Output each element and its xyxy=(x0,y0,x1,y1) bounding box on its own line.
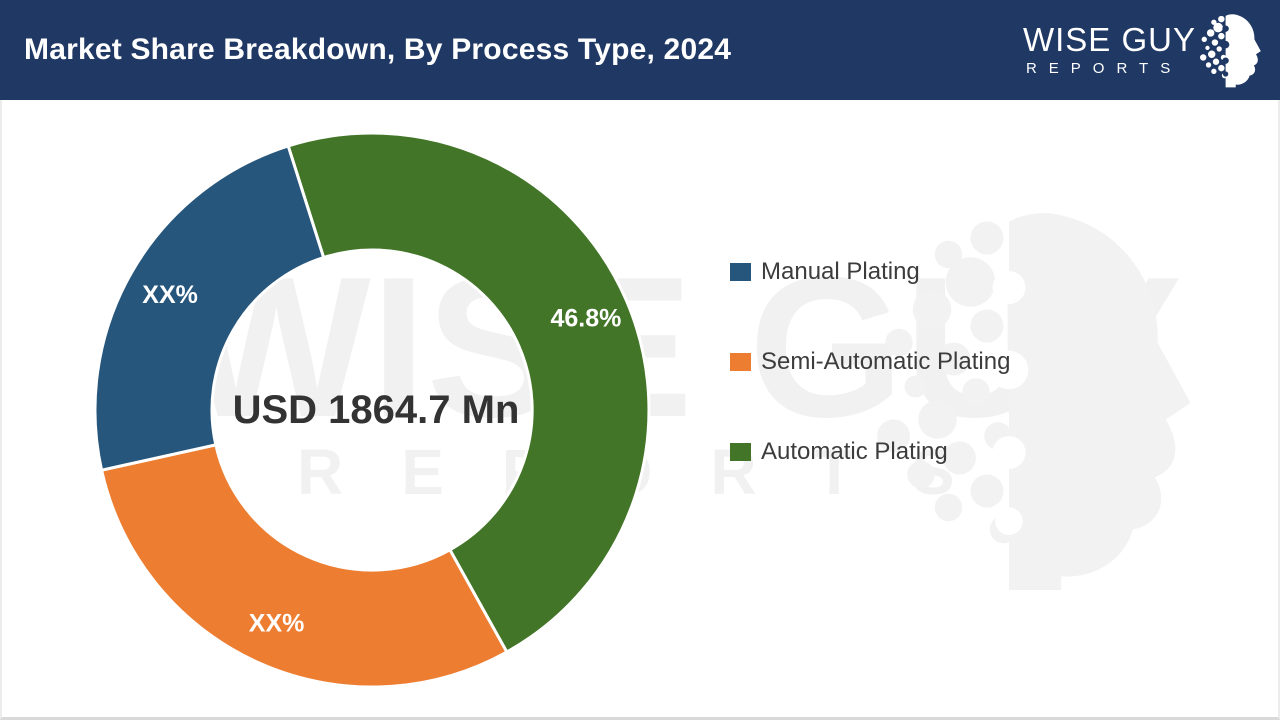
slice-label: XX% xyxy=(249,610,305,638)
watermark-face-icon xyxy=(877,213,1191,590)
legend-label: Manual Plating xyxy=(761,258,920,285)
legend-label: Automatic Plating xyxy=(761,438,948,465)
legend-item-manual-plating: Manual Plating xyxy=(730,253,1010,291)
legend-label: Semi-Automatic Plating xyxy=(761,348,1011,375)
logo-subtitle: REPORTS xyxy=(1025,59,1183,77)
slice-label: 46.8% xyxy=(550,305,621,333)
chart-legend: Manual Plating Semi-Automatic Plating Au… xyxy=(730,253,1010,523)
legend-item-automatic-plating: Automatic Plating xyxy=(730,433,1010,471)
legend-item-semi-automatic-plating: Semi-Automatic Plating xyxy=(730,343,1010,381)
slice-semi-automatic-plating xyxy=(99,443,509,689)
slice-automatic-plating xyxy=(286,131,651,655)
donut-chart: 46.8% XX% XX% USD 1864.7 Mn xyxy=(93,131,651,689)
legend-swatch-manual-plating xyxy=(730,263,751,281)
slice-manual-plating xyxy=(93,144,326,472)
logo-text: WISE GUY REPORTS xyxy=(1023,23,1196,77)
wiseguy-logo: WISE GUY REPORTS xyxy=(1023,6,1264,94)
chart-area: WISE GUY REPORTS 46.8% XX% XX% USD 1864.7 M… xyxy=(0,100,1280,720)
wiseguy-face-icon xyxy=(1200,14,1261,88)
logo-title: WISE GUY xyxy=(1022,21,1196,59)
slice-label: XX% xyxy=(142,281,198,309)
header-bar: Market Share Breakdown, By Process Type,… xyxy=(0,0,1280,100)
donut-center-value: USD 1864.7 Mn xyxy=(233,388,520,432)
page-title: Market Share Breakdown, By Process Type,… xyxy=(24,33,732,66)
legend-swatch-semi-automatic-plating xyxy=(730,353,751,371)
legend-swatch-automatic-plating xyxy=(730,443,751,461)
